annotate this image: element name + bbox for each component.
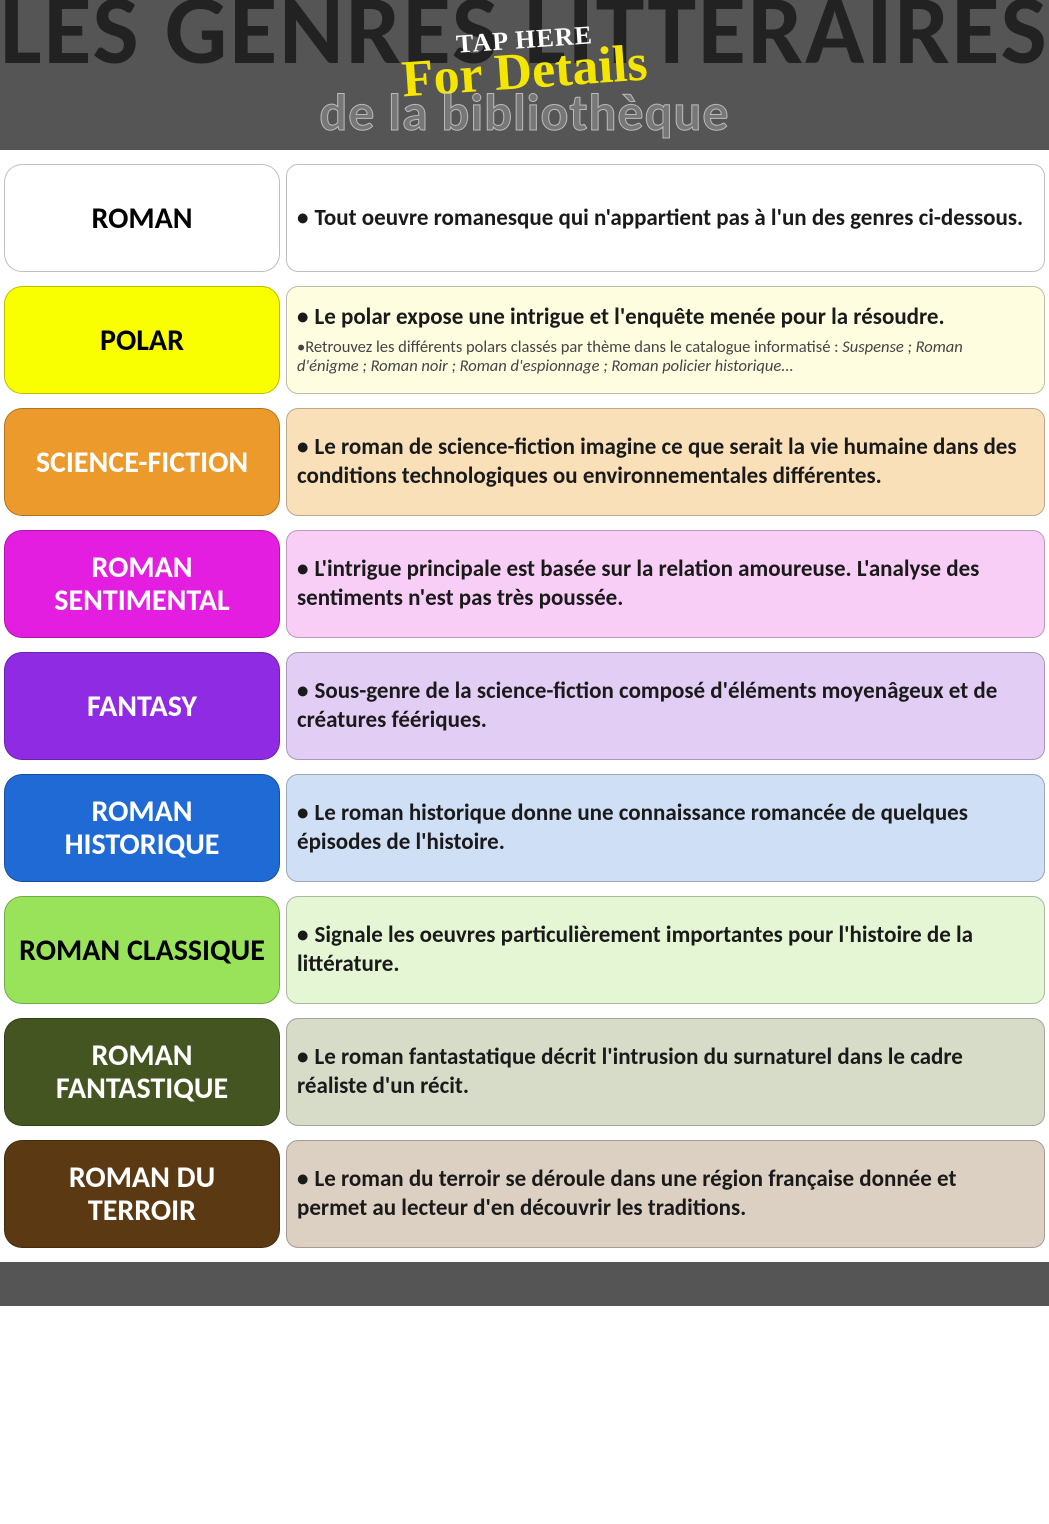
bullet-icon: • [297,303,314,331]
genre-description-box: •Signale les oeuvres particulièrement im… [286,896,1045,1004]
top-banner: LES GENRES LITTÉRAIRES TAP HERE For Deta… [0,0,1049,150]
genre-row: ROMAN •Tout oeuvre romanesque qui n'appar… [4,164,1045,272]
genre-description: •Sous-genre de la science-fiction compos… [297,677,1026,735]
genre-row: ROMAN CLASSIQUE •Signale les oeuvres part… [4,896,1045,1004]
genre-description-text: Tout oeuvre romanesque qui n'appartient … [314,204,1023,232]
genre-description-box: •Sous-genre de la science-fiction compos… [286,652,1045,760]
genre-description: •Le roman fantastatique décrit l'intrusi… [297,1043,1026,1101]
genre-description-box: •Tout oeuvre romanesque qui n'appartient… [286,164,1045,272]
genre-label: ROMAN DU TERROIR [4,1140,280,1248]
genre-description-text: Le roman fantastatique décrit l'intrusio… [297,1043,963,1100]
genre-description-box: •Le roman de science-fiction imagine ce … [286,408,1045,516]
genre-description-box: •Le roman du terroir se déroule dans une… [286,1140,1045,1248]
genre-description-text: Le roman du terroir se déroule dans une … [297,1165,956,1222]
genre-note: •Retrouvez les différents polars classés… [297,338,1026,378]
genre-label: ROMAN HISTORIQUE [4,774,280,882]
genre-row: ROMAN HISTORIQUE •Le roman historique don… [4,774,1045,882]
genre-label: POLAR [4,286,280,394]
genre-description: •Tout oeuvre romanesque qui n'appartient… [297,204,1026,233]
genre-description: •Le polar expose une intrigue et l'enquê… [297,303,1026,332]
bullet-icon: • [297,799,314,827]
genre-description: •Le roman du terroir se déroule dans une… [297,1165,1026,1223]
bullet-icon: • [297,204,314,232]
genre-description-box: •L'intrigue principale est basée sur la … [286,530,1045,638]
bullet-icon: • [297,433,314,461]
genre-label: FANTASY [4,652,280,760]
bullet-icon: • [297,1165,314,1193]
genre-description: •Signale les oeuvres particulièrement im… [297,921,1026,979]
bullet-icon: • [297,921,314,949]
genre-description: •Le roman de science-fiction imagine ce … [297,433,1026,491]
genre-description-text: Le roman de science-fiction imagine ce q… [297,433,1017,490]
genre-description-box: •Le polar expose une intrigue et l'enquê… [286,286,1045,394]
bullet-icon: • [297,677,314,705]
genre-label: SCIENCE-FICTION [4,408,280,516]
genre-description-text: L'intrigue principale est basée sur la r… [297,555,979,612]
genre-label: ROMAN FANTASTIQUE [4,1018,280,1126]
genre-label: ROMAN [4,164,280,272]
genre-description-box: •Le roman fantastatique décrit l'intrusi… [286,1018,1045,1126]
bullet-icon: • [297,1043,314,1071]
genre-row: SCIENCE-FICTION •Le roman de science-fict… [4,408,1045,516]
genre-description: •L'intrigue principale est basée sur la … [297,555,1026,613]
genre-description-text: Le polar expose une intrigue et l'enquêt… [314,303,944,331]
genre-description: •Le roman historique donne une connaissa… [297,799,1026,857]
genres-list: ROMAN•Tout oeuvre romanesque qui n'appar… [0,164,1049,1248]
genre-row: ROMAN DU TERROIR •Le roman du terroir se … [4,1140,1045,1248]
genre-description-text: Signale les oeuvres particulièrement imp… [297,921,973,978]
genre-row: FANTASY •Sous-genre de la science-fiction… [4,652,1045,760]
genre-description-box: •Le roman historique donne une connaissa… [286,774,1045,882]
genre-label: ROMAN CLASSIQUE [4,896,280,1004]
page-subtitle: de la bibliothèque [0,80,1049,144]
genre-label: ROMAN SENTIMENTAL [4,530,280,638]
genre-description-text: Sous-genre de la science-fiction composé… [297,677,997,734]
bullet-icon: • [297,555,314,583]
genre-row: POLAR •Le polar expose une intrigue et l'… [4,286,1045,394]
genre-row: ROMAN FANTASTIQUE •Le roman fantastatique… [4,1018,1045,1126]
genre-description-text: Le roman historique donne une connaissan… [297,799,968,856]
genre-note-lead: •Retrouvez les différents polars classés… [297,337,842,357]
bottom-strip [0,1262,1049,1306]
genre-row: ROMAN SENTIMENTAL •L'intrigue principale … [4,530,1045,638]
